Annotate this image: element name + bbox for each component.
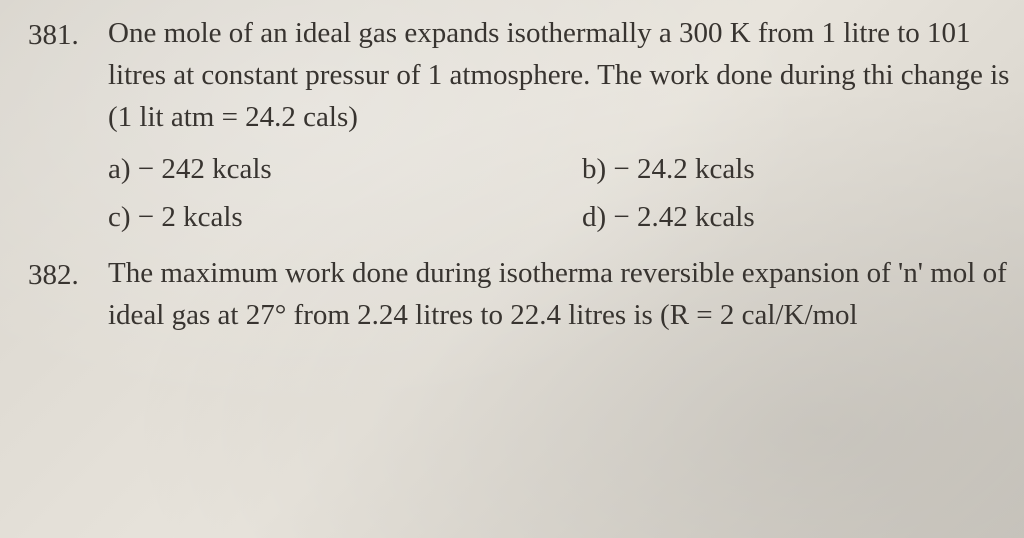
question-number: 381.: [28, 12, 108, 252]
question-stem: The maximum work done during isotherma r…: [108, 252, 1016, 336]
option-d: d) − 2.42 kcals: [582, 196, 1016, 238]
question-stem: One mole of an ideal gas expands isother…: [108, 12, 1016, 138]
question-number: 382.: [28, 252, 108, 346]
question-body: The maximum work done during isotherma r…: [108, 252, 1016, 346]
option-c: c) − 2 kcals: [108, 196, 542, 238]
question-382: 382. The maximum work done during isothe…: [28, 252, 1016, 346]
question-body: One mole of an ideal gas expands isother…: [108, 12, 1016, 252]
option-a: a) − 242 kcals: [108, 148, 542, 190]
options-grid: a) − 242 kcals b) − 24.2 kcals c) − 2 kc…: [108, 148, 1016, 238]
question-381: 381. One mole of an ideal gas expands is…: [28, 12, 1016, 252]
option-b: b) − 24.2 kcals: [582, 148, 1016, 190]
